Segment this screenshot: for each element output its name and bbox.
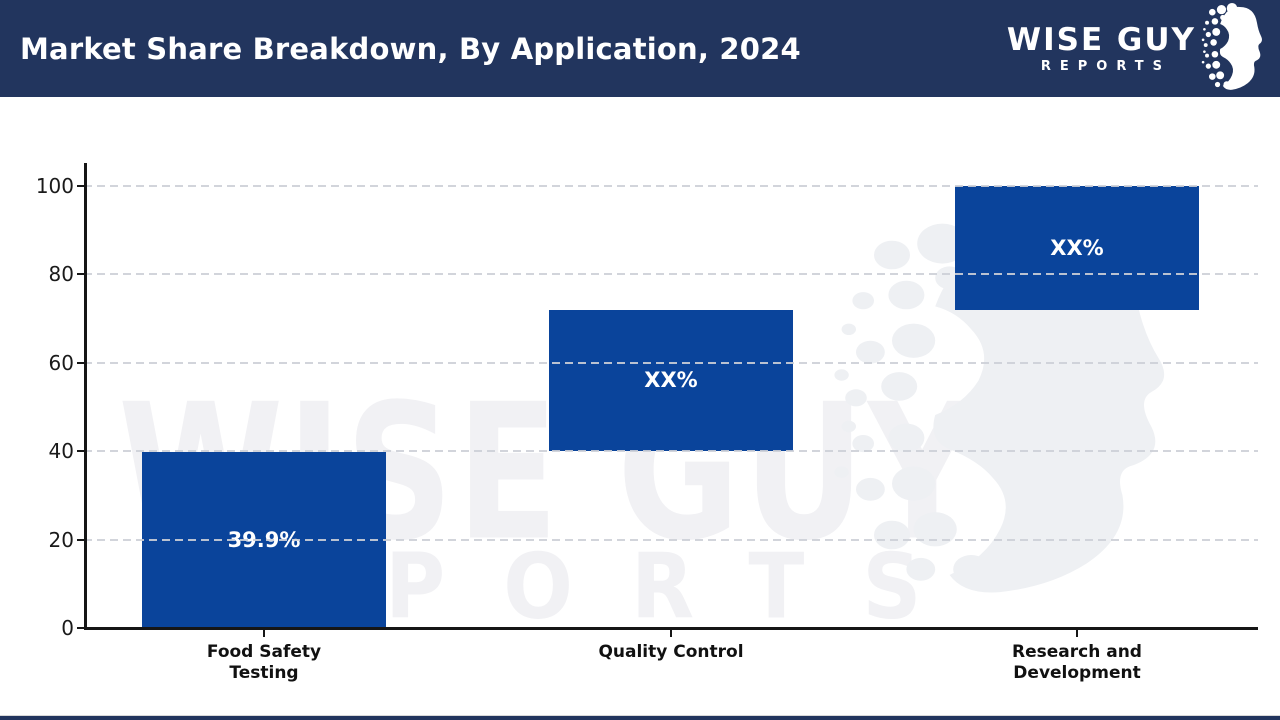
x-axis-line	[84, 627, 1258, 630]
x-category-label: Research and Development	[1012, 642, 1142, 683]
logo-text: WISE GUY REPORTS	[1006, 21, 1196, 74]
y-tick-mark	[77, 185, 84, 187]
gridline	[84, 273, 1258, 276]
logo-subtitle: REPORTS	[1040, 58, 1172, 74]
logo-wordmark: WISE GUY	[1006, 21, 1196, 58]
y-tick-label: 60	[48, 350, 74, 375]
bar-segment: XX%	[549, 309, 793, 452]
y-tick-label: 40	[48, 439, 74, 464]
x-tick-mark	[263, 630, 265, 637]
y-tick-label: 20	[48, 527, 74, 552]
x-tick-mark	[670, 630, 672, 637]
x-tick-mark	[1076, 630, 1078, 637]
page-title: Market Share Breakdown, By Application, …	[20, 31, 801, 66]
x-category-label: Food Safety Testing	[206, 642, 322, 683]
y-tick-mark	[77, 538, 84, 541]
bar-value-label: XX%	[1050, 235, 1104, 260]
y-tick-mark	[77, 627, 84, 629]
header-bar: Market Share Breakdown, By Application, …	[0, 0, 1280, 97]
y-tick-mark	[77, 361, 84, 364]
gridline	[84, 185, 1258, 187]
y-tick-label: 0	[61, 616, 74, 640]
logo-face-profile-icon	[1201, 2, 1262, 90]
chart-area: WISE GUY REPORTS 39.9% XX% XX% 0 20 40 60 80 100…	[0, 97, 1280, 715]
wise-guy-reports-logo: WISE GUY REPORTS	[1006, 2, 1266, 95]
gridline	[84, 361, 1258, 364]
bar-value-label: XX%	[644, 368, 698, 393]
y-tick-mark	[77, 450, 84, 453]
y-tick-label: 80	[48, 262, 74, 287]
gridline	[84, 450, 1258, 453]
y-tick-mark	[77, 273, 84, 276]
footer-bar	[0, 715, 1280, 720]
gridline	[84, 538, 1258, 541]
x-category-label: Quality Control	[598, 642, 744, 662]
y-tick-label: 100	[35, 174, 74, 198]
y-axis-line	[84, 163, 87, 630]
bar-segment: XX%	[955, 186, 1199, 310]
